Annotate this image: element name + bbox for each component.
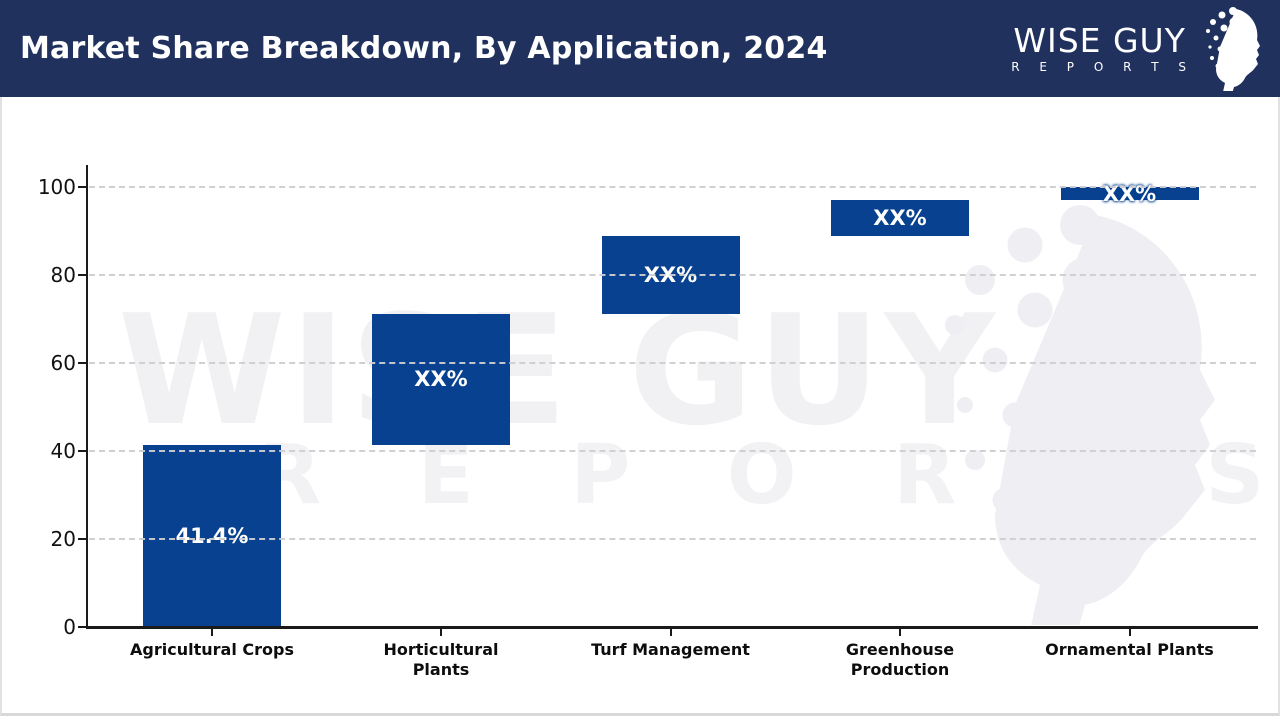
header-bar: Market Share Breakdown, By Application, … xyxy=(0,0,1280,97)
wiseguy-logo: WISE GUY R E P O R T S xyxy=(1005,6,1262,91)
page-title: Market Share Breakdown, By Application, … xyxy=(20,31,828,66)
logo-head-icon xyxy=(1206,6,1260,91)
logo-wordmark-block: WISE GUY R E P O R T S xyxy=(1005,24,1194,73)
logo-wordmark: WISE GUY xyxy=(1013,21,1186,60)
chart-area xyxy=(0,97,1280,716)
logo-subtext: R E P O R T S xyxy=(1011,60,1194,74)
